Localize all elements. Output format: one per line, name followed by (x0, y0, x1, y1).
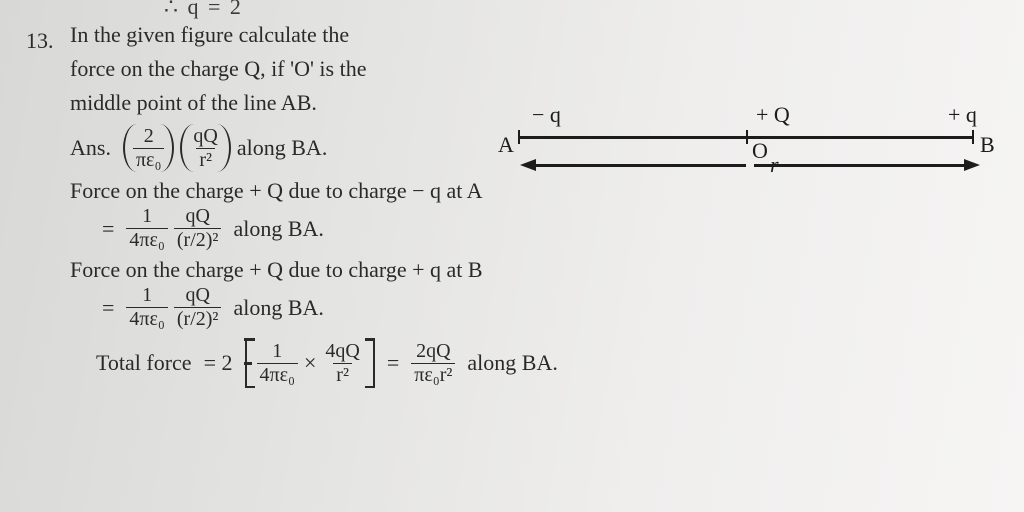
frac-result: 2qQ πε₀r² (411, 341, 455, 386)
frac-den: πε₀r² (411, 363, 455, 386)
total-force-label: Total force (96, 350, 192, 376)
tick-B (972, 130, 974, 144)
stem-line-3: middle point of the line AB. (70, 90, 317, 115)
label-minus-q: − q (532, 102, 561, 128)
force-B-line: Force on the charge + Q due to charge + … (70, 257, 984, 283)
frac-qQ-over-r2sq-b: qQ (r/2)² (174, 285, 222, 330)
frac-den: (r/2)² (174, 307, 222, 330)
frac-den: (r/2)² (174, 228, 222, 251)
paren-1: 2 πε₀ (123, 124, 174, 172)
diagram: − q + Q + q A O B r (508, 96, 988, 186)
along-ba: along BA. (467, 350, 557, 376)
page: ∴ q = 2 13. In the given figure calculat… (0, 0, 1024, 404)
stem-line-1: In the given figure calculate the (70, 22, 349, 47)
bracket: 1 4πε₀ × 4qQ r² (245, 338, 375, 388)
arrow-right (964, 159, 980, 171)
fragment-above: ∴ q = 2 (164, 0, 243, 20)
force-B-expr: = 1 4πε₀ qQ (r/2)² along BA. (96, 285, 984, 330)
frac-num: qQ (190, 126, 220, 148)
frac-num: 1 (139, 206, 155, 228)
frac-den: 4πε₀ (126, 228, 167, 251)
along-ba: along BA. (237, 135, 327, 161)
label-O: O (752, 138, 768, 164)
answer-label: Ans. (70, 135, 111, 161)
paren-2: qQ r² (180, 124, 230, 172)
frac-num: 1 (269, 341, 285, 363)
frac-num: qQ (182, 285, 212, 307)
times: × (304, 350, 316, 376)
along-ba: along BA. (233, 216, 323, 242)
equals: = 2 (204, 350, 233, 376)
label-A: A (498, 132, 514, 158)
frac-4qQ-over-r2: 4qQ r² (322, 341, 362, 386)
frac-1-over-4pie0-b: 1 4πε₀ (126, 285, 167, 330)
frac-num: 1 (139, 285, 155, 307)
equals: = (387, 350, 399, 376)
frac-den: 4πε₀ (126, 307, 167, 330)
frac-1-over-4pie0: 1 4πε₀ (126, 206, 167, 251)
total-force-row: Total force = 2 1 4πε₀ × 4qQ r² = 2qQ πε… (96, 338, 984, 388)
frac-2-over-pie0: 2 πε₀ (133, 126, 164, 171)
question-number: 13. (26, 28, 54, 54)
question-stem: In the given figure calculate the force … (70, 18, 530, 120)
along-ba: along BA. (233, 295, 323, 321)
frac-num: 2qQ (413, 341, 453, 363)
frac-num: 4qQ (322, 341, 362, 363)
frac-qQ-over-r2sq: qQ (r/2)² (174, 206, 222, 251)
force-A-expr: = 1 4πε₀ qQ (r/2)² along BA. (96, 206, 984, 251)
arrow-left (520, 159, 536, 171)
equals: = (102, 295, 114, 321)
frac-den: πε₀ (133, 148, 164, 171)
label-plus-q: + q (948, 102, 977, 128)
equals: = (102, 216, 114, 242)
tick-O (746, 130, 748, 144)
tick-A (518, 130, 520, 144)
label-r: r (770, 152, 779, 178)
frac-den: r² (196, 148, 215, 171)
frac-den: 4πε₀ (257, 363, 298, 386)
frac-num: 2 (141, 126, 157, 148)
label-B: B (980, 132, 995, 158)
frac-qQ-over-r2: qQ r² (190, 126, 220, 171)
stem-line-2: force on the charge Q, if 'O' is the (70, 56, 366, 81)
label-plus-Q: + Q (756, 102, 790, 128)
frac-den: r² (333, 363, 352, 386)
frac-num: qQ (182, 206, 212, 228)
frac-1-over-4pie0-t: 1 4πε₀ (257, 341, 298, 386)
